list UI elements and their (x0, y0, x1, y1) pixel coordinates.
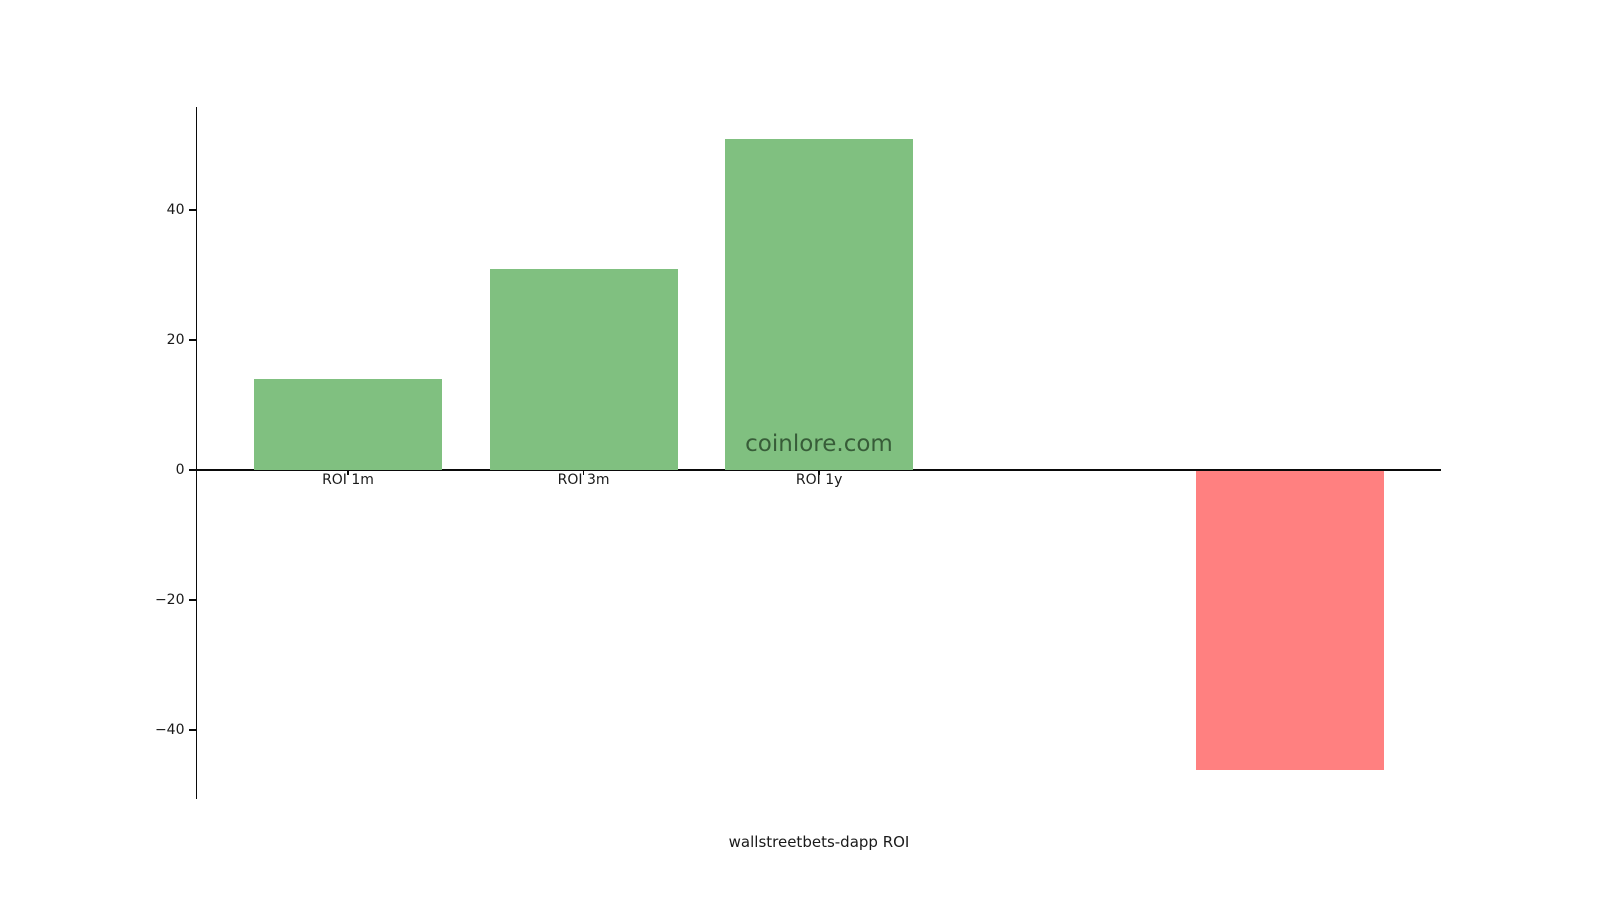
y-tick-label: −20 (154, 592, 185, 608)
bar (489, 268, 678, 470)
bar (1196, 470, 1385, 770)
coinlore-watermark: coinlore.com (745, 431, 893, 457)
chart-title: wallstreetbets-dapp ROI (728, 833, 910, 851)
y-tick-label: 40 (166, 202, 185, 218)
y-tick-label: 0 (175, 462, 185, 478)
x-tick-mark (347, 470, 349, 475)
y-tick-label: −40 (154, 722, 185, 738)
y-tick-mark (188, 469, 196, 471)
y-axis-line (195, 107, 197, 799)
y-tick-mark (188, 209, 196, 211)
y-tick-mark (188, 599, 196, 601)
bar (254, 379, 442, 470)
bar (725, 138, 914, 470)
y-tick-label: 20 (166, 332, 185, 348)
y-tick-mark (188, 339, 196, 341)
x-tick-label: ROI 1m (322, 472, 374, 488)
x-tick-mark (582, 470, 585, 475)
x-tick-label: ROI 3m (557, 472, 610, 488)
x-tick-mark (818, 470, 820, 475)
y-tick-mark (188, 729, 196, 731)
x-tick-label: ROI 1y (795, 472, 843, 488)
